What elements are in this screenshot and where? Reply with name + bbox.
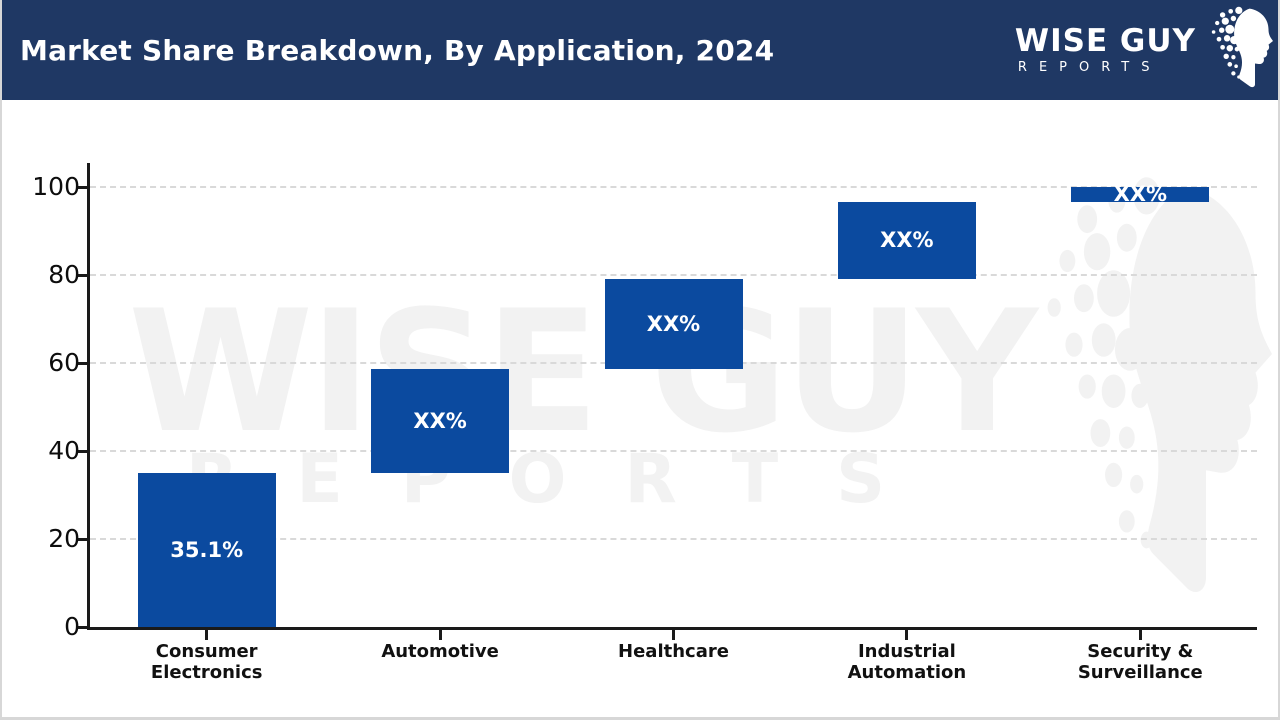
y-tick-40 [78,449,88,453]
x-tick-healthcare [672,630,675,640]
bar-value-label-automotive: XX% [413,408,467,433]
x-label-healthcare: Healthcare [618,641,729,662]
y-tick-80 [78,273,88,277]
y-tick-label-20: 20 [48,524,80,553]
bar-industrial-automation: XX% [837,201,976,279]
y-tick-label-60: 60 [48,348,80,377]
header-bar: Market Share Breakdown, By Application, … [0,0,1280,100]
bar-consumer-electronics: 35.1% [137,472,276,627]
bar-value-label-security-surveillance: XX% [1113,182,1168,207]
bar-value-label-healthcare: XX% [646,312,701,337]
gridline-100 [90,186,1257,188]
x-axis-line [87,627,1257,630]
x-label-consumer-electronics: Consumer Electronics [150,641,263,683]
x-label-industrial-automation: Industrial Automation [847,641,967,683]
bar-value-label-industrial-automation: XX% [880,228,934,253]
x-tick-consumer-electronics [205,630,209,640]
y-tick-20 [78,537,88,541]
x-tick-security-surveillance [1138,630,1142,640]
watermark-subtitle: REPORTS [186,440,944,519]
x-label-security-surveillance: Security & Surveillance [1077,641,1203,683]
y-tick-label-100: 100 [32,172,80,201]
logo-text: WISE GUY REPORTS [1015,25,1196,76]
x-label-automotive: Automotive [381,641,499,662]
bar-automotive: XX% [371,369,510,473]
gridline-40 [90,450,1257,452]
x-tick-industrial-automation [905,630,909,640]
y-tick-0 [78,625,88,629]
y-tick-100 [78,185,88,189]
watermark-wordmark: WISE GUY [128,274,1038,470]
y-axis-line [87,163,90,630]
gridline-80 [90,274,1257,276]
y-tick-label-80: 80 [48,260,80,289]
x-tick-automotive [438,630,442,640]
bar-healthcare: XX% [604,278,743,370]
logo-wordmark: WISE GUY [1014,22,1196,59]
bar-value-label-consumer-electronics: 35.1% [170,537,244,562]
bar-security-surveillance: XX% [1071,182,1210,206]
gridline-20 [90,538,1257,540]
y-tick-label-0: 0 [64,612,80,641]
wiseguy-logo: WISE GUY REPORTS [1015,5,1274,95]
y-tick-60 [78,361,88,365]
head-profile-icon [1211,6,1273,88]
y-tick-label-40: 40 [48,436,80,465]
page-title: Market Share Breakdown, By Application, … [20,33,775,67]
logo-subtitle: REPORTS [1017,60,1162,76]
